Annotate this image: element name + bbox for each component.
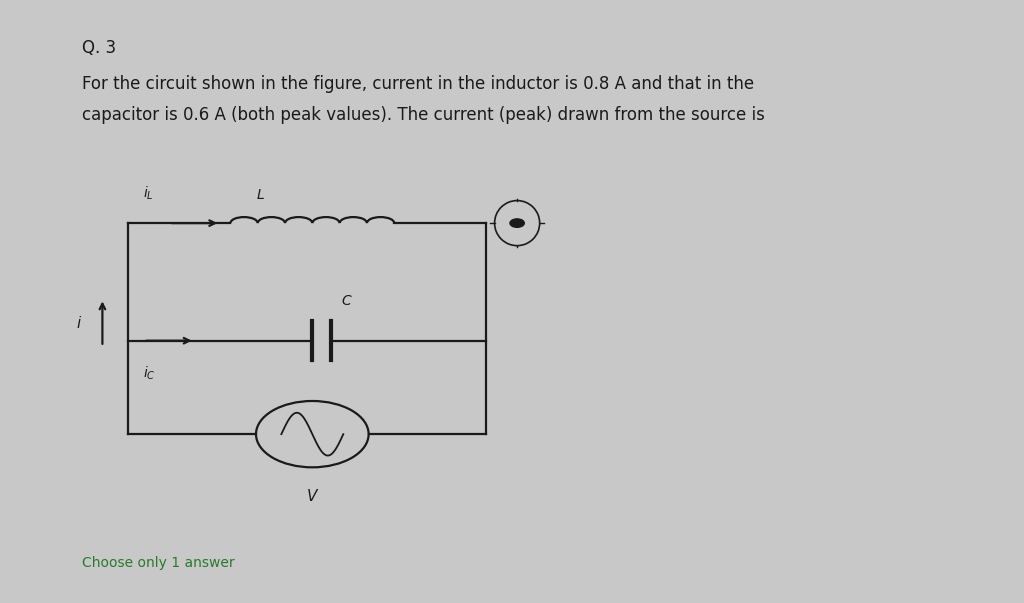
Text: $V$: $V$ bbox=[305, 488, 319, 505]
Text: $i_C$: $i_C$ bbox=[143, 365, 156, 382]
Text: $i_L$: $i_L$ bbox=[143, 185, 154, 202]
Text: For the circuit shown in the figure, current in the inductor is 0.8 A and that i: For the circuit shown in the figure, cur… bbox=[82, 75, 754, 93]
Text: Choose only 1 answer: Choose only 1 answer bbox=[82, 556, 234, 570]
Text: $i$: $i$ bbox=[76, 315, 82, 330]
Text: $L$: $L$ bbox=[256, 188, 265, 202]
Text: Q. 3: Q. 3 bbox=[82, 39, 116, 57]
Text: capacitor is 0.6 A (both peak values). The current (peak) drawn from the source : capacitor is 0.6 A (both peak values). T… bbox=[82, 106, 765, 124]
Text: $C$: $C$ bbox=[341, 294, 352, 308]
Circle shape bbox=[510, 219, 524, 227]
